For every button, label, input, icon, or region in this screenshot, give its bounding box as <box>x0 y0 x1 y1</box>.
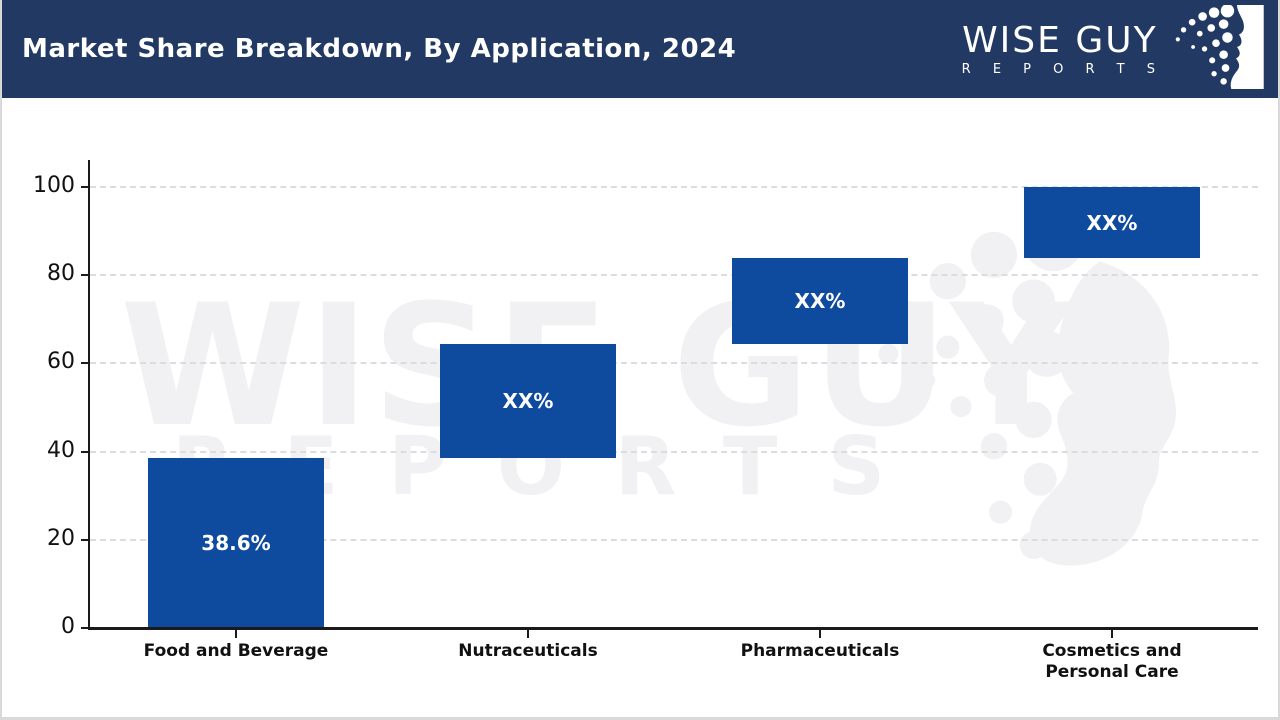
x-axis-line <box>88 627 1258 630</box>
x-tick-mark <box>527 629 529 638</box>
x-category-label: Nutraceuticals <box>458 641 598 661</box>
gridline <box>90 274 1258 277</box>
logo-brand-label: WISE GUY <box>962 19 1158 61</box>
gridline <box>90 450 1258 453</box>
chart-area: 0 20 40 60 80 100 38.6% Food and Beverage XX% Nut… <box>2 98 1278 717</box>
bar-cosmetics-and-personal-care: XX% <box>1024 187 1200 258</box>
bar-value-label: 38.6% <box>201 530 271 555</box>
x-category-label: Pharmaceuticals <box>740 641 900 661</box>
gridline <box>90 538 1258 541</box>
x-category-label: Food and Beverage <box>143 641 329 661</box>
x-tick-mark <box>1111 629 1113 638</box>
bar-value-label: XX% <box>794 288 846 313</box>
y-tick-mark <box>81 362 90 365</box>
watermark-face-icon <box>862 211 1192 589</box>
x-tick-mark <box>819 629 821 638</box>
bar-food-and-beverage: 38.6% <box>148 457 324 628</box>
logo-face-icon <box>1168 4 1264 93</box>
y-tick-mark <box>81 538 90 541</box>
y-tick-label: 0 <box>61 614 75 639</box>
y-tick-mark <box>81 274 90 277</box>
bar-value-label: XX% <box>1086 210 1138 235</box>
y-tick-label: 40 <box>47 437 75 463</box>
bar-nutraceuticals: XX% <box>440 343 616 458</box>
y-tick-mark <box>81 186 90 188</box>
x-tick-mark <box>235 629 237 638</box>
bar-pharmaceuticals: XX% <box>732 258 908 344</box>
wiseguy-logo: WISE GUY R E P O R T S <box>956 4 1264 93</box>
y-axis-line <box>88 160 90 630</box>
bar-value-label: XX% <box>502 388 554 413</box>
x-category-label: Cosmetics and Personal Care <box>1042 641 1182 683</box>
gridline <box>90 186 1258 188</box>
y-tick-mark <box>81 450 90 453</box>
y-tick-label: 20 <box>47 525 75 551</box>
y-tick-label: 60 <box>47 349 75 375</box>
gridline <box>90 362 1258 365</box>
page-title: Market Share Breakdown, By Application, … <box>22 34 737 64</box>
y-tick-label: 80 <box>47 261 75 287</box>
logo-subtitle-label: R E P O R T S <box>961 61 1164 77</box>
logo-text: WISE GUY R E P O R T S <box>956 19 1164 77</box>
y-tick-mark <box>81 627 90 629</box>
header-bar: Market Share Breakdown, By Application, … <box>2 0 1278 98</box>
y-tick-label: 100 <box>33 173 75 198</box>
